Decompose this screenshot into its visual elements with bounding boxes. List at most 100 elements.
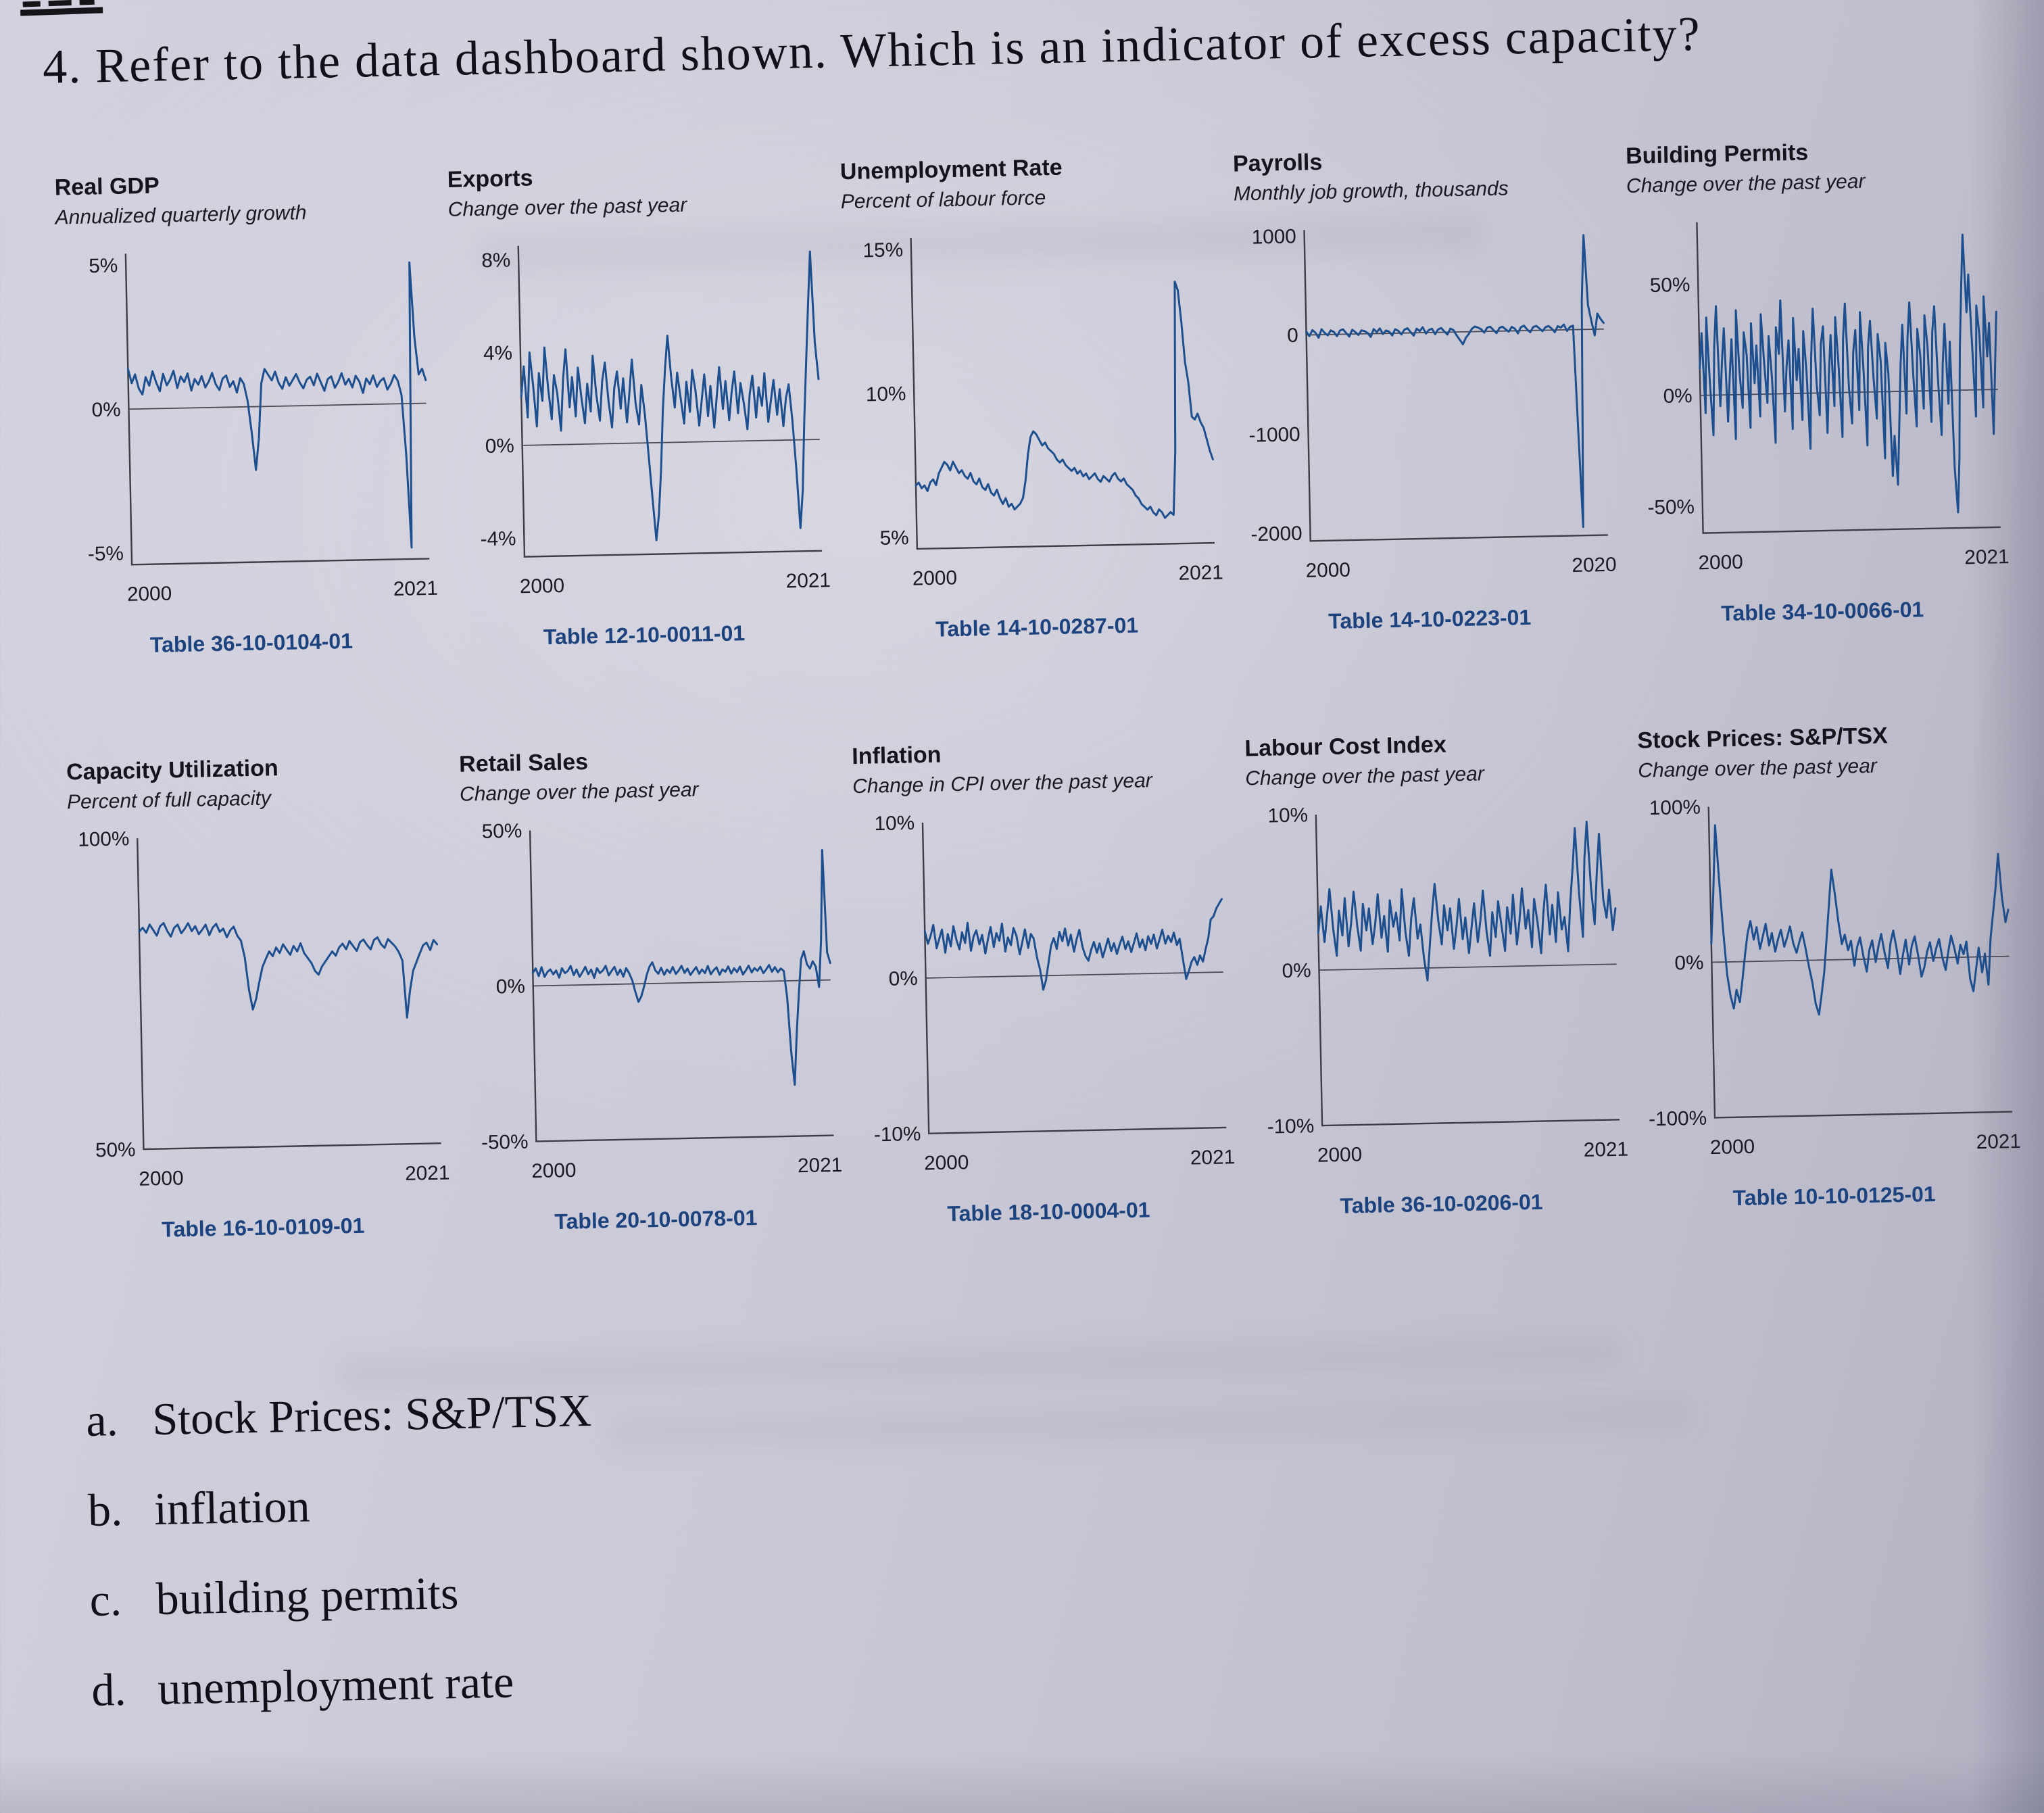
chart-title: Labour Cost Index — [1244, 731, 1447, 762]
chart-card: Capacity Utilization Percent of full capa… — [66, 752, 451, 1244]
axis-line — [529, 830, 834, 1142]
data-line — [138, 922, 439, 1019]
axis-line — [517, 245, 823, 558]
data-line — [1699, 233, 1997, 514]
zero-line — [1319, 963, 1617, 971]
chart-title: Payrolls — [1232, 149, 1323, 177]
x-axis-label-end: 2021 — [786, 569, 831, 592]
chart-plot: 8% 4% 0% -4% 2000 2021 — [481, 245, 831, 598]
chart-subtitle: Change over the past year — [1626, 170, 1866, 197]
question-number: 4. — [42, 39, 82, 94]
data-line — [1710, 824, 2010, 1016]
answer-list: a. Stock Prices: S&P/TSX b. inflation c.… — [86, 1355, 2044, 1717]
y-tick-label: 10% — [875, 812, 915, 835]
x-axis-label-end: 2021 — [1976, 1130, 2021, 1153]
chart-card: Exports Change over the past year 8% 4% 0% -4… — [447, 160, 831, 652]
chart-title: Real GDP — [54, 172, 160, 201]
data-line — [915, 281, 1215, 519]
chart-caption: Table 14-10-0223-01 — [1328, 605, 1532, 634]
y-tick-label: -10% — [1267, 1115, 1314, 1138]
chart-caption: Table 16-10-0109-01 — [161, 1213, 365, 1242]
x-axis-label-end: 2021 — [405, 1162, 450, 1185]
chart-card: Building Permits Change over the past yea… — [1626, 136, 2010, 628]
chart-subtitle: Change over the past year — [447, 193, 687, 221]
chart-caption: Table 36-10-0206-01 — [1340, 1190, 1543, 1219]
answer-letter: b. — [87, 1484, 123, 1537]
chart-plot: 10% 0% -10%2000 2021 — [1267, 804, 1628, 1167]
question: 4. Refer to the data dashboard shown. Whi… — [0, 0, 2030, 96]
data-line — [1305, 234, 1605, 529]
x-axis-label-start: 2000 — [912, 566, 958, 589]
y-tick-label: 5% — [89, 255, 118, 278]
chart-plot: 10% 0% -10%2000 2021 — [874, 812, 1236, 1174]
answer-option: c. building permits — [89, 1534, 2044, 1628]
x-axis-label-start: 2000 — [531, 1159, 577, 1182]
y-tick-label: -50% — [481, 1131, 529, 1154]
y-tick-label: 0% — [1282, 959, 1311, 982]
chart-card: Labour Cost Index Change over the past ye… — [1244, 729, 1629, 1221]
y-tick-label: -10% — [874, 1123, 921, 1146]
chart-card: Inflation Change in CPI over the past yea… — [852, 736, 1236, 1228]
y-tick-label: -100% — [1649, 1107, 1707, 1131]
x-axis-label-end: 2021 — [1964, 546, 2010, 569]
chart-subtitle: Percent of labour force — [840, 187, 1046, 214]
y-tick-label: 10% — [866, 383, 906, 406]
x-axis-label-end: 2021 — [393, 577, 438, 600]
chart-title: Exports — [447, 165, 533, 193]
chart-subtitle: Annualized quarterly growth — [55, 201, 307, 229]
zero-line — [1711, 955, 2010, 963]
y-tick-label: 8% — [481, 249, 511, 272]
answer-option: a. Stock Prices: S&P/TSX — [86, 1355, 2044, 1448]
chart-caption: Table 20-10-0078-01 — [554, 1205, 758, 1234]
data-line — [1317, 821, 1617, 982]
chart-subtitle: Change over the past year — [459, 778, 699, 806]
axis-line — [1695, 222, 2001, 534]
chart-subtitle: Percent of full capacity — [66, 787, 272, 814]
question-text: Refer to the data dashboard shown. Which… — [95, 6, 1702, 93]
chart-title: Capacity Utilization — [66, 755, 279, 785]
chart-title: Building Permits — [1625, 139, 1809, 169]
x-axis-label-end: 2020 — [1572, 554, 1617, 577]
chart-plot: 50% 0% -50% 2000 2021 — [1647, 222, 2010, 574]
x-axis-label-start: 2000 — [520, 575, 565, 598]
y-tick-label: 5% — [880, 527, 910, 550]
chart-caption: Table 36-10-0104-01 — [149, 629, 354, 658]
x-axis-label-start: 2000 — [139, 1167, 184, 1190]
answer-text: unemployment rate — [157, 1655, 514, 1715]
y-tick-label: -50% — [1647, 495, 1695, 518]
zero-line — [925, 971, 1224, 979]
y-tick-label: 50% — [95, 1138, 136, 1161]
chart-caption: Table 10-10-0125-01 — [1732, 1182, 1936, 1211]
answer-letter: d. — [91, 1664, 127, 1716]
x-axis-label-end: 2021 — [1190, 1146, 1236, 1169]
chart-subtitle: Change over the past year — [1244, 763, 1485, 790]
axis-line — [1303, 230, 1608, 542]
answer-text: inflation — [153, 1480, 311, 1535]
x-axis-label-end: 2021 — [1179, 561, 1224, 584]
chart-card: Unemployment Rate Percent of labour force… — [840, 151, 1225, 644]
zero-line — [128, 402, 427, 410]
chart-title: Retail Sales — [458, 749, 589, 777]
chart-subtitle: Change over the past year — [1638, 754, 1878, 782]
chart-caption: Table 12-10-0011-01 — [543, 621, 746, 650]
chart-caption: Table 18-10-0004-01 — [947, 1197, 1150, 1226]
answer-option: d. unemployment rate — [91, 1624, 2044, 1718]
answer-text: Stock Prices: S&P/TSX — [151, 1384, 592, 1445]
axis-line — [910, 237, 1215, 550]
x-axis-label-start: 2000 — [1698, 551, 1743, 574]
x-axis-label-start: 2000 — [1709, 1136, 1755, 1159]
x-axis-label-start: 2000 — [924, 1151, 969, 1174]
y-tick-label: 10% — [1267, 804, 1308, 827]
answer-option: b. inflation — [87, 1445, 2044, 1538]
x-axis-label-start: 2000 — [1305, 559, 1350, 582]
y-tick-label: 50% — [1649, 274, 1690, 297]
zero-line — [522, 439, 820, 446]
chart-plot: 5% 0% -5%2000 2021 — [88, 253, 438, 606]
y-tick-label: 4% — [483, 342, 513, 365]
chart-subtitle: Change in CPI over the past year — [852, 769, 1153, 798]
y-tick-label: 100% — [1649, 796, 1701, 820]
x-axis-label-start: 2000 — [127, 583, 172, 606]
chart-caption: Table 34-10-0066-01 — [1720, 597, 1924, 626]
axis-line — [137, 838, 441, 1151]
page: 4. Refer to the data dashboard shown. Whi… — [0, 0, 2044, 1717]
